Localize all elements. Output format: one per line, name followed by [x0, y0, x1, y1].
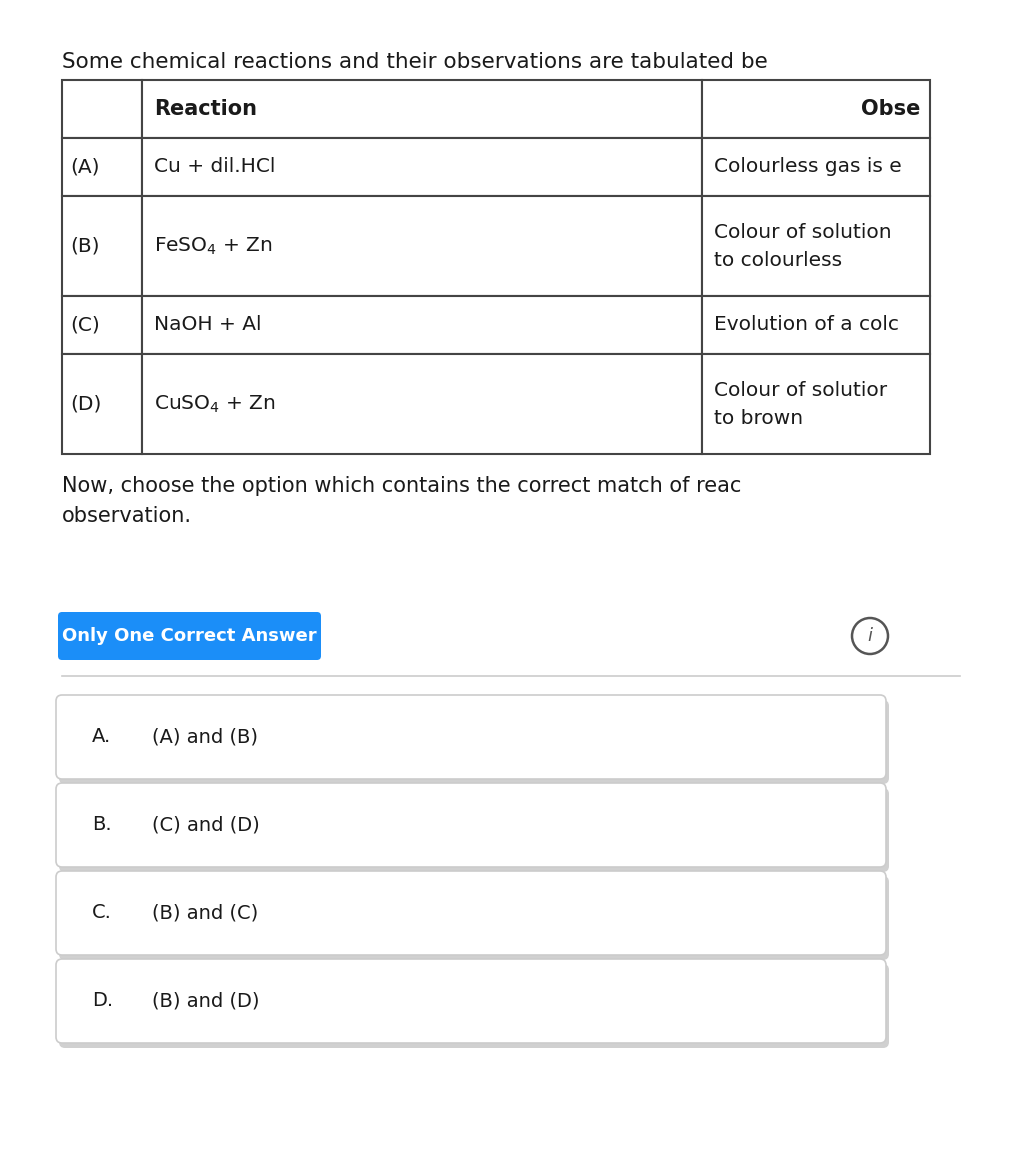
Text: Obse: Obse: [860, 100, 920, 119]
Text: Colourless gas is e: Colourless gas is e: [714, 158, 902, 177]
Text: Now, choose the option which contains the correct match of reac: Now, choose the option which contains th…: [62, 475, 741, 497]
Text: (B): (B): [70, 237, 99, 255]
Text: to colourless: to colourless: [714, 251, 842, 269]
Text: (C) and (D): (C) and (D): [152, 815, 260, 835]
FancyBboxPatch shape: [56, 696, 886, 779]
Text: observation.: observation.: [62, 506, 193, 526]
FancyBboxPatch shape: [59, 876, 889, 960]
Text: FeSO$_{4}$ + Zn: FeSO$_{4}$ + Zn: [154, 235, 272, 256]
Text: Evolution of a colc: Evolution of a colc: [714, 315, 899, 335]
FancyBboxPatch shape: [59, 700, 889, 785]
Text: NaOH + Al: NaOH + Al: [154, 315, 261, 335]
Text: (B) and (C): (B) and (C): [152, 904, 258, 923]
Text: Cu + dil.HCl: Cu + dil.HCl: [154, 158, 275, 177]
Text: (A): (A): [70, 158, 99, 177]
Bar: [142, 138, 702, 196]
Text: CuSO$_{4}$ + Zn: CuSO$_{4}$ + Zn: [154, 393, 275, 415]
Bar: [142, 354, 702, 454]
Bar: [62, 138, 142, 196]
Bar: [142, 196, 702, 296]
Bar: [62, 196, 142, 296]
FancyBboxPatch shape: [58, 612, 321, 660]
Bar: [62, 80, 142, 138]
Bar: [702, 354, 930, 454]
Text: (C): (C): [70, 315, 99, 335]
FancyBboxPatch shape: [56, 959, 886, 1043]
Text: B.: B.: [92, 815, 112, 835]
FancyBboxPatch shape: [59, 964, 889, 1048]
Bar: [62, 354, 142, 454]
Text: Only One Correct Answer: Only One Correct Answer: [62, 626, 316, 645]
Text: Colour of solution: Colour of solution: [714, 222, 892, 241]
Text: (A) and (B): (A) and (B): [152, 727, 258, 746]
FancyBboxPatch shape: [59, 788, 889, 872]
Bar: [62, 296, 142, 354]
Text: (B) and (D): (B) and (D): [152, 992, 259, 1011]
Text: Some chemical reactions and their observations are tabulated be: Some chemical reactions and their observ…: [62, 52, 768, 71]
Text: to brown: to brown: [714, 409, 803, 427]
Bar: [702, 296, 930, 354]
Bar: [702, 196, 930, 296]
Text: (D): (D): [70, 395, 101, 413]
Bar: [702, 80, 930, 138]
Text: D.: D.: [92, 992, 113, 1011]
Text: Colour of solutior: Colour of solutior: [714, 381, 887, 399]
FancyBboxPatch shape: [56, 871, 886, 956]
Text: i: i: [867, 626, 872, 645]
Text: Reaction: Reaction: [154, 100, 257, 119]
FancyBboxPatch shape: [56, 783, 886, 867]
Bar: [142, 296, 702, 354]
Bar: [142, 80, 702, 138]
Text: C.: C.: [92, 904, 112, 923]
Bar: [702, 138, 930, 196]
Text: A.: A.: [92, 727, 112, 746]
